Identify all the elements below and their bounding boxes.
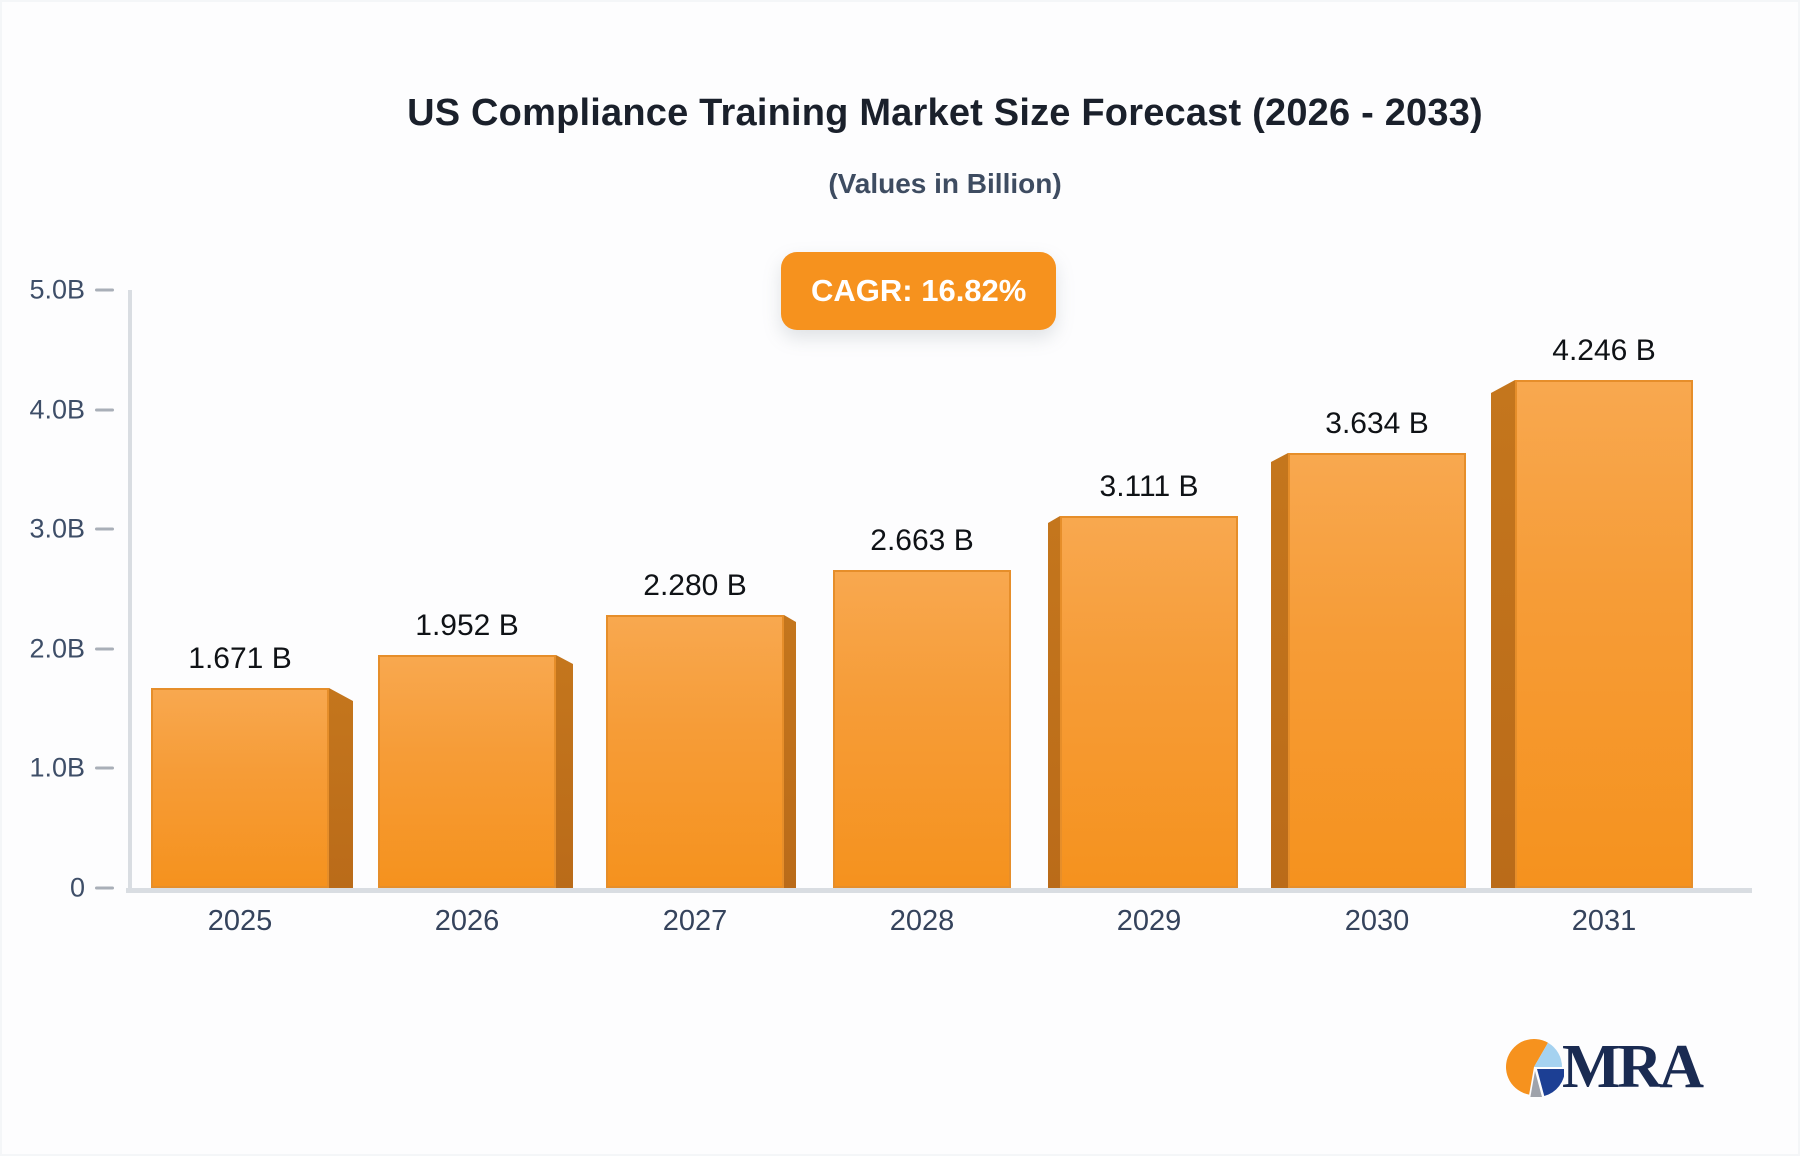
bar-value-label: 1.952 B — [415, 609, 519, 642]
y-tick-dash-icon — [95, 527, 114, 531]
y-axis-line — [128, 290, 132, 892]
y-tick-dash-icon — [95, 288, 114, 292]
x-axis-label: 2031 — [1571, 905, 1637, 937]
bar-value-label: 4.246 B — [1552, 334, 1656, 367]
bar-value-label: 2.280 B — [643, 569, 747, 602]
bar — [151, 688, 329, 888]
bar-3d-side — [784, 615, 796, 888]
y-tick-label: 4.0B — [29, 394, 85, 425]
bar — [606, 615, 784, 888]
bar — [1060, 516, 1238, 888]
mra-logo: MRA — [1504, 1033, 1704, 1101]
x-axis-label: 2027 — [662, 905, 728, 937]
x-axis-label: 2026 — [434, 905, 500, 937]
bar-3d-side — [329, 688, 353, 888]
y-tick: 0 — [0, 873, 114, 904]
bar-3d-side — [556, 655, 573, 888]
y-tick: 1.0B — [0, 753, 114, 784]
y-tick: 4.0B — [0, 394, 114, 425]
bar-3d-side — [1271, 453, 1288, 888]
bar — [1288, 453, 1466, 888]
y-tick: 5.0B — [0, 275, 114, 306]
bar-value-label: 1.671 B — [188, 642, 292, 675]
bar-value-label: 2.663 B — [870, 524, 974, 557]
y-tick-label: 0 — [69, 872, 85, 903]
pie-chart-icon — [1505, 1038, 1564, 1097]
cagr-badge: CAGR: 16.82% — [781, 252, 1057, 330]
y-tick-label: 2.0B — [29, 633, 85, 664]
bar-value-label: 3.111 B — [1099, 470, 1199, 503]
y-tick-dash-icon — [95, 408, 114, 412]
chart-title: US Compliance Training Market Size Forec… — [407, 92, 1483, 134]
x-axis-label: 2030 — [1344, 905, 1410, 937]
bar-3d-side — [1491, 380, 1515, 888]
y-tick-dash-icon — [95, 766, 114, 770]
bar — [1515, 380, 1693, 888]
x-axis-label: 2028 — [889, 905, 955, 937]
y-tick-label: 5.0B — [29, 274, 85, 305]
y-tick-dash-icon — [95, 886, 114, 890]
bar-value-label: 3.634 B — [1325, 407, 1429, 440]
y-tick-label: 1.0B — [29, 752, 85, 783]
x-axis-baseline — [126, 888, 1752, 893]
y-tick: 3.0B — [0, 514, 114, 545]
x-axis-label: 2029 — [1116, 905, 1182, 937]
chart-subtitle: (Values in Billion) — [828, 168, 1062, 199]
y-tick-dash-icon — [95, 647, 114, 651]
bar — [378, 655, 556, 888]
bar — [833, 570, 1011, 888]
x-axis-label: 2025 — [207, 905, 273, 937]
y-tick: 2.0B — [0, 633, 114, 664]
bar-3d-side — [1048, 516, 1060, 888]
logo-text: MRA — [1562, 1033, 1704, 1101]
y-tick-label: 3.0B — [29, 513, 85, 544]
